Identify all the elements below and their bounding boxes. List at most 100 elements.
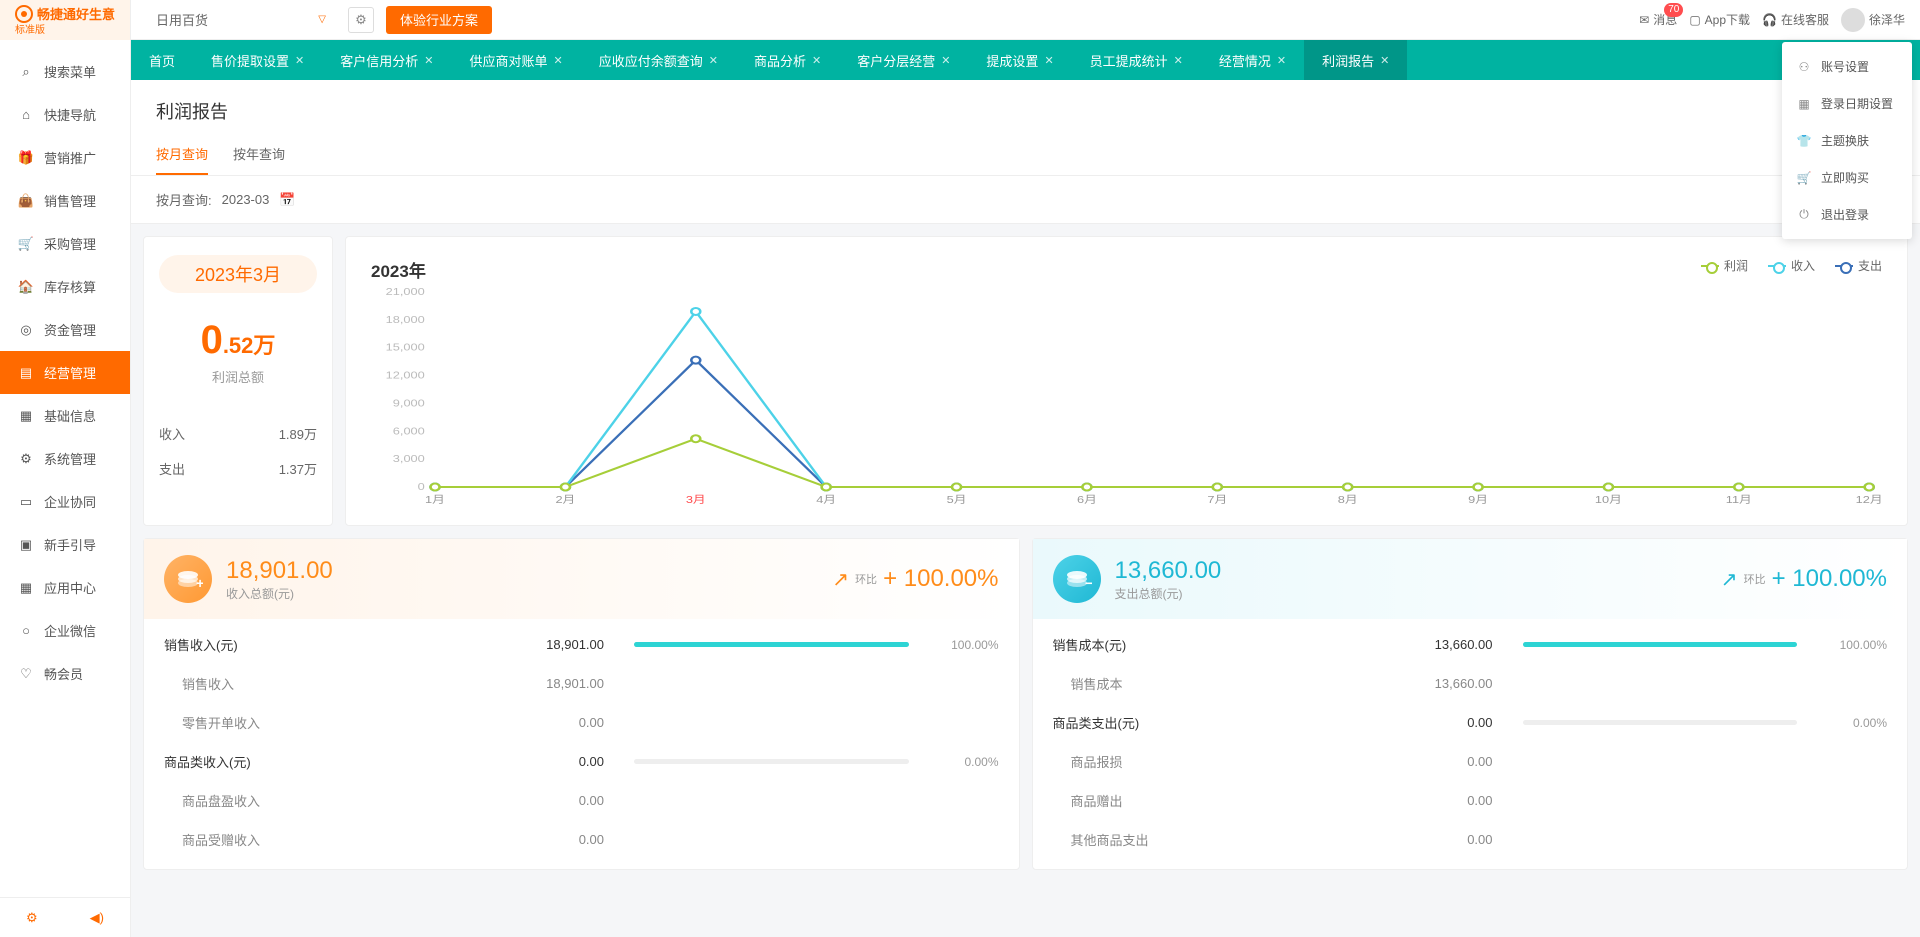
collapse-icon[interactable]: ◀): [90, 910, 104, 926]
sidebar-item-11[interactable]: ▣新手引导: [0, 523, 130, 566]
user-menu-trigger[interactable]: 徐泽华: [1841, 8, 1905, 32]
detail-row-4: 商品盘盈收入0.00: [164, 781, 999, 820]
sidebar-item-1[interactable]: ⌂ 快捷导航: [0, 93, 130, 136]
tab-2[interactable]: 客户信用分析 ✕: [322, 40, 451, 80]
close-icon[interactable]: ✕: [424, 54, 433, 67]
download-link[interactable]: ▢ App下载: [1689, 11, 1750, 28]
svg-text:9,000: 9,000: [393, 399, 425, 409]
service-link[interactable]: 🎧 在线客服: [1762, 11, 1829, 28]
tab-6[interactable]: 客户分层经营✕: [839, 40, 968, 80]
close-icon[interactable]: ✕: [1174, 54, 1183, 67]
calendar-icon[interactable]: 📅: [279, 192, 295, 208]
sidebar-item-2[interactable]: 🎁 营销推广: [0, 136, 130, 179]
sidebar-item-13[interactable]: ○企业微信: [0, 609, 130, 652]
close-icon[interactable]: ✕: [554, 54, 563, 67]
svg-text:9月: 9月: [1468, 495, 1488, 505]
sidebar-item-3[interactable]: 👜销售管理: [0, 179, 130, 222]
tab-10[interactable]: 利润报告✕: [1304, 40, 1407, 80]
expense-coin-icon: −: [1053, 555, 1101, 603]
sidebar-footer: ⚙ ◀): [0, 897, 130, 937]
svg-text:7月: 7月: [1207, 495, 1227, 505]
close-icon[interactable]: ✕: [709, 54, 718, 67]
user-menu-item-0[interactable]: ⚇账号设置: [1782, 48, 1912, 85]
tab-label: 客户信用分析: [340, 51, 418, 70]
nav-label: 企业微信: [44, 621, 96, 640]
user-menu-item-4[interactable]: ⏻退出登录: [1782, 196, 1912, 233]
sidebar-item-0[interactable]: ⌕搜索菜单: [0, 50, 130, 93]
svg-text:18,000: 18,000: [386, 315, 425, 325]
detail-row-2: 商品类支出(元)0.000.00%: [1053, 703, 1888, 742]
tab-1[interactable]: 售价提取设置✕: [193, 40, 322, 80]
category-select[interactable]: 日用百货 ▽: [146, 6, 336, 34]
gear-icon: ⚙: [355, 12, 367, 28]
tab-8[interactable]: 员工提成统计 ✕: [1072, 40, 1201, 80]
detail-row-4: 商品赠出0.00: [1053, 781, 1888, 820]
tab-3[interactable]: 供应商对账单✕: [451, 40, 580, 80]
sidebar-item-12[interactable]: ▦应用中心: [0, 566, 130, 609]
messages-link[interactable]: ✉ 消息 70: [1639, 11, 1677, 28]
tab-label: 经营情况: [1219, 51, 1271, 70]
sidebar-item-14[interactable]: ♡畅会员: [0, 652, 130, 695]
try-solution-button[interactable]: 体验行业方案: [386, 6, 492, 34]
svg-text:3,000: 3,000: [393, 454, 425, 464]
cart-icon: 🛒: [1797, 171, 1811, 185]
sidebar-item-5[interactable]: 🏠库存核算: [0, 265, 130, 308]
income-header: + 18,901.00 收入总额(元) ↗ 环比 + 100.00%: [144, 539, 1019, 619]
page-content: 利润报告 按月查询 按年查询 按月查询: 2023-03 📅 2023年3月 0…: [131, 80, 1920, 937]
logo-icon: [15, 5, 33, 23]
svg-text:21,000: 21,000: [386, 287, 425, 297]
grid-icon: ▦: [18, 580, 34, 596]
row-value: 0.00: [1233, 715, 1493, 730]
user-menu-item-3[interactable]: 🛒 立即购买: [1782, 159, 1912, 196]
category-settings-button[interactable]: ⚙: [348, 7, 374, 33]
sidebar-item-9[interactable]: ⚙系统管理: [0, 437, 130, 480]
close-icon[interactable]: ✕: [1380, 54, 1389, 67]
sidebar-item-6[interactable]: ◎资金管理: [0, 308, 130, 351]
row-label: 销售收入(元): [164, 635, 344, 654]
legend-income[interactable]: 收入: [1768, 257, 1815, 274]
nav-list: ⌕搜索菜单 ⌂ 快捷导航 🎁 营销推广 👜销售管理🛒采购管理🏠库存核算◎资金管理▤经营管理…: [0, 40, 130, 897]
nav-label: 库存核算: [44, 277, 96, 296]
settings-icon[interactable]: ⚙: [26, 910, 38, 926]
legend-expense[interactable]: 支出: [1835, 257, 1882, 274]
tab-label: 员工提成统计: [1090, 51, 1168, 70]
home-icon: ⌂: [18, 107, 34, 123]
user-menu-item-1[interactable]: ▦登录日期设置: [1782, 85, 1912, 122]
tab-7[interactable]: 提成设置✕: [968, 40, 1071, 80]
expense-header: − 13,660.00 支出总额(元) ↗ 环比 + 100.00%: [1033, 539, 1908, 619]
tab-0[interactable]: 首页: [131, 40, 193, 80]
close-icon[interactable]: ✕: [1277, 54, 1286, 67]
message-icon: ✉: [1639, 13, 1649, 27]
calendar-icon: ▦: [1797, 97, 1811, 111]
row-value: 0.00: [1233, 793, 1493, 808]
row-label: 销售收入: [164, 674, 344, 693]
nav-label: 快捷导航: [44, 105, 96, 124]
sub-tab-monthly[interactable]: 按月查询: [156, 136, 208, 175]
progress-bar: [634, 759, 909, 764]
sidebar-item-10[interactable]: ▭企业协同: [0, 480, 130, 523]
sidebar-item-7[interactable]: ▤经营管理: [0, 351, 130, 394]
nav-label: 营销推广: [44, 148, 96, 167]
avatar-icon: [1841, 8, 1865, 32]
tab-5[interactable]: 商品分析✕: [736, 40, 839, 80]
close-icon[interactable]: ✕: [295, 54, 304, 67]
svg-text:8月: 8月: [1338, 495, 1358, 505]
gift-icon: 🎁: [18, 150, 34, 166]
sidebar-item-8[interactable]: ▦基础信息: [0, 394, 130, 437]
sidebar-item-4[interactable]: 🛒采购管理: [0, 222, 130, 265]
svg-text:5月: 5月: [947, 495, 967, 505]
svg-text:12月: 12月: [1856, 495, 1882, 505]
phone-icon: ▢: [1689, 13, 1700, 27]
detail-row-1: 销售收入18,901.00: [164, 664, 999, 703]
sub-tab-yearly[interactable]: 按年查询: [233, 136, 285, 175]
menu-label: 立即购买: [1821, 169, 1869, 186]
tab-4[interactable]: 应收应付余额查询✕: [581, 40, 736, 80]
user-menu-item-2[interactable]: 👕主题换肤: [1782, 122, 1912, 159]
legend-profit[interactable]: 利润: [1701, 257, 1748, 274]
close-icon[interactable]: ✕: [812, 54, 821, 67]
close-icon[interactable]: ✕: [1044, 54, 1053, 67]
close-icon[interactable]: ✕: [941, 54, 950, 67]
filter-value[interactable]: 2023-03: [222, 192, 270, 207]
tab-9[interactable]: 经营情况 ✕: [1201, 40, 1304, 80]
logo[interactable]: 畅捷通好生意 标准版: [0, 0, 130, 40]
